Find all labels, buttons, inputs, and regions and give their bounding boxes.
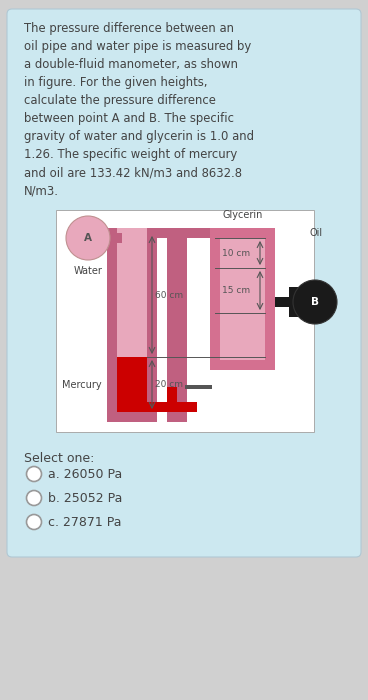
Text: Glycerin: Glycerin (222, 210, 263, 220)
Bar (187, 228, 210, 238)
Bar (56, 210, 314, 432)
Circle shape (26, 514, 42, 529)
Bar (265, 228, 275, 370)
Bar (117, 357, 147, 412)
Bar (220, 350, 265, 360)
Text: B: B (311, 297, 319, 307)
Bar (177, 228, 187, 422)
Circle shape (66, 216, 110, 260)
Bar (167, 228, 177, 412)
Bar (117, 228, 147, 412)
Bar (147, 228, 157, 422)
Bar (220, 228, 265, 360)
Text: Water: Water (74, 266, 102, 276)
Text: b. 25052 Pa: b. 25052 Pa (48, 491, 123, 505)
Bar (117, 402, 197, 412)
Bar (210, 228, 275, 238)
Bar (147, 228, 187, 238)
Circle shape (293, 280, 337, 324)
Text: The pressure difference between an
oil pipe and water pipe is measured by
a doub: The pressure difference between an oil p… (24, 22, 254, 197)
Text: A: A (84, 233, 92, 243)
Text: Select one:: Select one: (24, 452, 94, 465)
Text: a. 26050 Pa: a. 26050 Pa (48, 468, 122, 480)
Text: 10 cm: 10 cm (222, 248, 250, 258)
FancyBboxPatch shape (7, 9, 361, 557)
Bar (210, 360, 275, 370)
Bar (167, 228, 177, 422)
Bar (210, 228, 220, 370)
Bar (107, 228, 117, 422)
Text: 15 cm: 15 cm (222, 286, 250, 295)
Bar (275, 297, 295, 307)
Bar (289, 287, 301, 317)
Bar (105, 233, 122, 243)
Text: 60 cm: 60 cm (155, 290, 183, 300)
Text: Oil: Oil (310, 228, 323, 238)
Bar (167, 412, 177, 422)
Circle shape (26, 466, 42, 482)
Bar (167, 387, 177, 412)
Circle shape (26, 491, 42, 505)
Text: c. 27871 Pa: c. 27871 Pa (48, 515, 121, 528)
Bar (107, 412, 157, 422)
Bar (185, 385, 212, 389)
Text: 20 cm: 20 cm (155, 380, 183, 389)
Text: Mercury: Mercury (62, 380, 102, 390)
